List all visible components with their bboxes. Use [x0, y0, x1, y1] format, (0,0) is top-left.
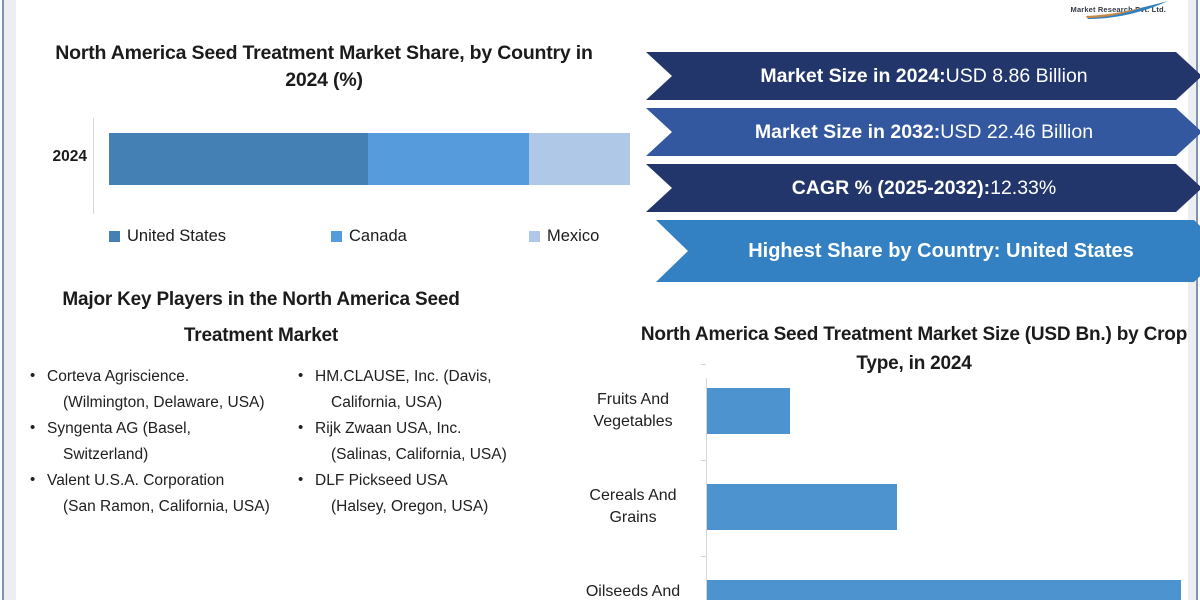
metric-banner-label: Market Size in 2032: — [754, 120, 941, 143]
content-canvas: Market Research Pvt. Ltd. North America … — [16, 0, 1188, 600]
crop-axis-tick — [701, 364, 706, 365]
key-player-location: Switzerland) — [63, 445, 149, 463]
key-player-name: Corteva Agriscience. — [47, 368, 190, 385]
left-border-rule — [2, 0, 4, 600]
key-player-location: California, USA) — [331, 393, 443, 411]
legend-item-united-states: United States — [109, 227, 226, 246]
logo-text: Market Research Pvt. Ltd. — [1070, 5, 1166, 14]
key-player-location: (Halsey, Oregon, USA) — [331, 497, 489, 515]
legend-label: United States — [127, 226, 227, 245]
crop-category-label: Cereals And Grains — [589, 487, 677, 526]
crop-category-label: Oilseeds And Pulses — [585, 583, 681, 600]
key-players-column-right: HM.CLAUSE, Inc. (Davis, California, USA) R… — [296, 363, 596, 520]
crop-bar-row: Cereals And Grains — [589, 460, 1200, 536]
share-segment-canada — [367, 133, 529, 185]
key-player-name: Syngenta AG (Basel, — [47, 420, 191, 437]
market-share-chart: North America Seed Treatment Market Shar… — [16, 34, 630, 280]
key-players-section: Major Key Players in the North America S… — [16, 282, 616, 600]
share-y-axis — [93, 118, 94, 214]
legend-item-mexico: Mexico — [529, 227, 599, 246]
metric-banner-0: Market Size in 2024: USD 8.86 Billion — [646, 52, 1200, 100]
key-players-columns: Corteva Agriscience. (Wilmington, Delawar… — [16, 363, 616, 520]
legend-item-canada: Canada — [331, 227, 407, 246]
crop-plot-area: Fruits And Vegetables Cereals And Grains O… — [586, 364, 1200, 600]
key-player-location: (Salinas, California, USA) — [331, 445, 507, 463]
key-player-item: Corteva Agriscience. (Wilmington, Delawar… — [34, 363, 296, 415]
crop-type-chart: North America Seed Treatment Market Size… — [586, 312, 1200, 600]
legend-swatch — [109, 230, 120, 242]
crop-axis-tick — [701, 460, 706, 461]
legend-label: Mexico — [547, 226, 600, 245]
legend-label: Canada — [349, 226, 407, 245]
key-players-column-left: Corteva Agriscience. (Wilmington, Delawar… — [16, 363, 296, 520]
key-player-location: (Wilmington, Delaware, USA) — [63, 393, 265, 411]
metric-banner-value: 12.33% — [990, 176, 1057, 199]
metric-banner-label: CAGR % (2025-2032): — [791, 176, 991, 199]
legend-swatch — [331, 230, 342, 242]
left-gutter — [4, 0, 16, 600]
crop-bar-row: Oilseeds And Pulses — [586, 556, 1200, 600]
right-border-rule — [1196, 0, 1198, 600]
share-plot-area: 2024 — [53, 118, 630, 214]
key-player-item: Valent U.S.A. Corporation (San Ramon, Cal… — [34, 467, 296, 519]
metric-banner-label: Market Size in 2024: — [760, 64, 946, 87]
crop-bar — [707, 484, 897, 530]
key-player-name: Rijk Zwaan USA, Inc. — [315, 420, 462, 437]
company-logo: Market Research Pvt. Ltd. — [1070, 0, 1168, 34]
metric-banner-value: USD 22.46 Billion — [940, 120, 1094, 143]
key-metrics-banners: Market Size in 2024: USD 8.86 Billion Mar… — [636, 46, 1200, 308]
metric-banner-3: Highest Share by Country: United States — [656, 220, 1200, 282]
key-players-title: Major Key Players in the North America S… — [62, 289, 460, 346]
key-player-name: DLF Pickseed USA — [315, 472, 448, 489]
key-player-name: Valent U.S.A. Corporation — [47, 472, 225, 489]
key-player-item: DLF Pickseed USA (Halsey, Oregon, USA) — [302, 467, 596, 519]
share-segment-mexico — [528, 133, 630, 185]
crop-chart-title: North America Seed Treatment Market Size… — [640, 324, 1188, 374]
share-segment-united-states — [109, 133, 368, 185]
metric-banner-2: CAGR % (2025-2032): 12.33% — [646, 164, 1200, 212]
swoosh-icon — [1086, 1, 1168, 19]
metric-banner-value: USD 8.86 Billion — [945, 64, 1088, 87]
share-stacked-bar — [109, 133, 630, 185]
crop-y-axis — [706, 378, 707, 600]
metric-banner-label: Highest Share by Country: United States — [748, 239, 1134, 262]
legend-swatch — [529, 230, 540, 242]
share-chart-title: North America Seed Treatment Market Shar… — [55, 42, 593, 91]
metric-banner-1: Market Size in 2032: USD 22.46 Billion — [646, 108, 1200, 156]
crop-axis-tick — [701, 556, 706, 557]
share-category-label: 2024 — [52, 148, 87, 165]
crop-bar — [707, 580, 1182, 600]
crop-bar-row: Fruits And Vegetables — [593, 364, 1200, 440]
key-player-location: (San Ramon, California, USA) — [63, 497, 270, 515]
crop-category-label: Fruits And Vegetables — [593, 391, 673, 430]
key-player-item: Syngenta AG (Basel, Switzerland) — [34, 415, 296, 467]
right-gutter — [1188, 0, 1196, 600]
crop-bar — [707, 388, 791, 434]
key-player-item: Rijk Zwaan USA, Inc. (Salinas, California… — [302, 415, 596, 467]
key-player-item: HM.CLAUSE, Inc. (Davis, California, USA) — [302, 363, 596, 415]
key-player-name: HM.CLAUSE, Inc. (Davis, — [315, 368, 492, 385]
